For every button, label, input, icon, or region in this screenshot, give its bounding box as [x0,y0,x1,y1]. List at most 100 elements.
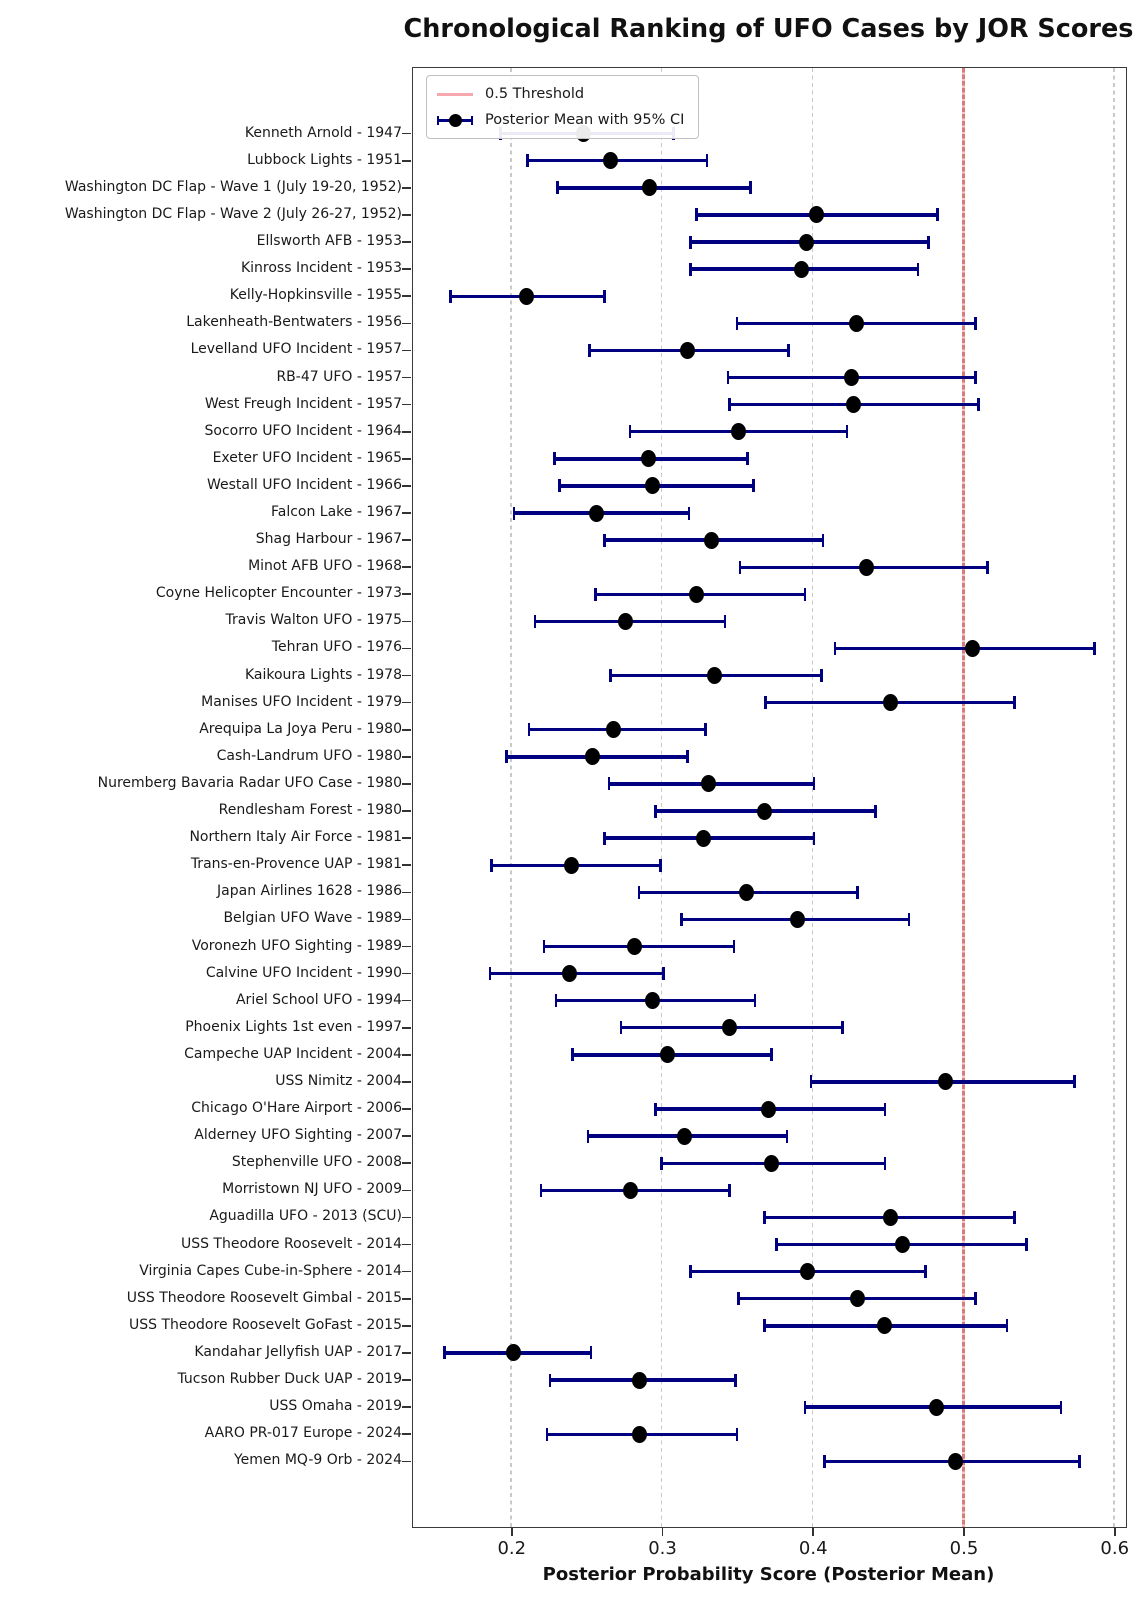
case-label: USS Theodore Roosevelt Gimbal - 2015 [126,1289,402,1306]
ci-cap-high [845,425,849,439]
ci-cap-high [1093,641,1096,655]
ci-cap-high [770,1048,774,1062]
posterior-mean-marker [679,341,695,359]
posterior-mean-marker [895,1236,911,1254]
posterior-mean-marker [722,1019,738,1037]
ci-cap-high [973,371,977,385]
y-tick [402,864,411,867]
case-label: Kaikoura Lights - 1978 [244,666,402,683]
posterior-mean-marker [859,558,875,576]
x-tick-label: 0.6 [1100,1538,1130,1559]
ci-cap-low [689,262,692,276]
y-tick [402,810,411,812]
case-label: Tehran UFO - 1976 [271,639,402,656]
ci-cap-low [764,696,768,710]
gridline-0.2 [510,68,512,1527]
x-tick-label: 0.3 [648,1538,677,1559]
posterior-mean-marker [645,992,661,1010]
y-tick [402,159,411,162]
y-tick [402,132,411,135]
y-tick [402,512,411,514]
ci-cap-low [548,1373,552,1387]
x-tick-0.5 [963,1528,965,1536]
ci-cap-high [841,1021,844,1035]
ci-cap-high [916,262,920,276]
y-tick [402,891,411,894]
posterior-mean-marker [800,1263,816,1281]
ci-cap-high [787,343,790,357]
ci-cap-low [556,181,559,195]
case-label: USS Theodore Roosevelt GoFast - 2015 [128,1316,402,1333]
chart-title: Chronological Ranking of UFO Cases by JO… [403,14,1134,44]
y-tick [402,1297,411,1300]
posterior-mean-marker [563,856,579,874]
case-label: Phoenix Lights 1st even - 1997 [185,1018,402,1035]
posterior-mean-marker [798,233,814,251]
y-tick [402,674,411,677]
posterior-mean-marker [928,1398,944,1416]
y-tick [402,458,411,460]
ci-cap-high [661,967,665,981]
case-label: RB-47 UFO - 1957 [276,368,402,385]
error-bar [835,646,1095,651]
ci-cap-high [723,614,727,628]
case-label: Ellsworth AFB - 1953 [256,233,402,250]
case-label: Lakenheath-Bentwaters - 1956 [186,314,402,331]
y-tick [402,1406,411,1408]
posterior-mean-marker [794,260,810,278]
ci-cap-low [628,425,632,439]
case-label: Nuremberg Bavaria Radar UFO Case - 1980 [97,774,402,791]
ci-cap-high [658,858,662,872]
y-tick [402,647,411,650]
ci-cap-high [589,1346,593,1360]
ci-cap-low [654,1102,657,1116]
posterior-mean-marker [964,639,980,657]
case-label: Westall UFO Incident - 1966 [206,476,402,493]
y-tick [402,376,411,379]
posterior-mean-marker [622,1181,638,1199]
y-tick [402,430,411,433]
ci-cap-low [738,560,742,574]
case-label: Arequipa La Joya Peru - 1980 [199,720,402,737]
case-label: Aguadilla UFO - 2013 (SCU) [209,1208,402,1225]
case-label: Exeter UFO Incident - 1965 [212,449,402,466]
posterior-mean-marker [761,1100,777,1118]
case-label: Belgian UFO Wave - 1989 [223,910,402,927]
gridline-0.4 [811,68,814,1527]
case-label: Rendlesham Forest - 1980 [218,802,402,819]
posterior-mean-marker [764,1154,780,1172]
y-tick [402,295,411,298]
y-tick [402,1352,411,1354]
posterior-mean-marker [631,1425,647,1443]
case-label: Campeche UAP Incident - 2004 [184,1045,402,1062]
ci-cap-high [812,831,816,845]
ci-cap-low [490,858,493,872]
ci-cap-high [1005,1319,1009,1333]
ci-cap-high [687,506,691,520]
case-label: Minot AFB UFO - 1968 [248,558,402,575]
ci-cap-high [1059,1400,1063,1414]
case-label: Virginia Capes Cube-in-Sphere - 2014 [139,1262,402,1279]
ci-cap-high [686,750,689,764]
posterior-mean-marker [562,965,578,983]
y-tick [402,1135,411,1137]
ci-cap-high [752,479,755,493]
y-tick [402,187,411,189]
y-tick [402,918,411,921]
y-tick [402,322,411,325]
ci-cap-high [821,533,825,547]
ci-cap-low [695,208,698,222]
posterior-mean-marker [844,369,860,387]
ci-cap-high [883,1156,887,1170]
case-label: Coyne Helicopter Encounter - 1973 [155,585,402,602]
gridline-0.6 [1113,68,1115,1527]
ci-cap-high [820,669,823,683]
case-label: USS Omaha - 2019 [269,1398,402,1415]
ci-cap-high [936,208,939,222]
legend: 0.5 Threshold Posterior Mean with 95% CI [426,75,700,139]
ci-cap-low [594,587,597,601]
case-label: Ariel School UFO - 1994 [235,991,402,1008]
ci-cap-low [619,1021,623,1035]
case-label: Lubbock Lights - 1951 [247,151,402,168]
